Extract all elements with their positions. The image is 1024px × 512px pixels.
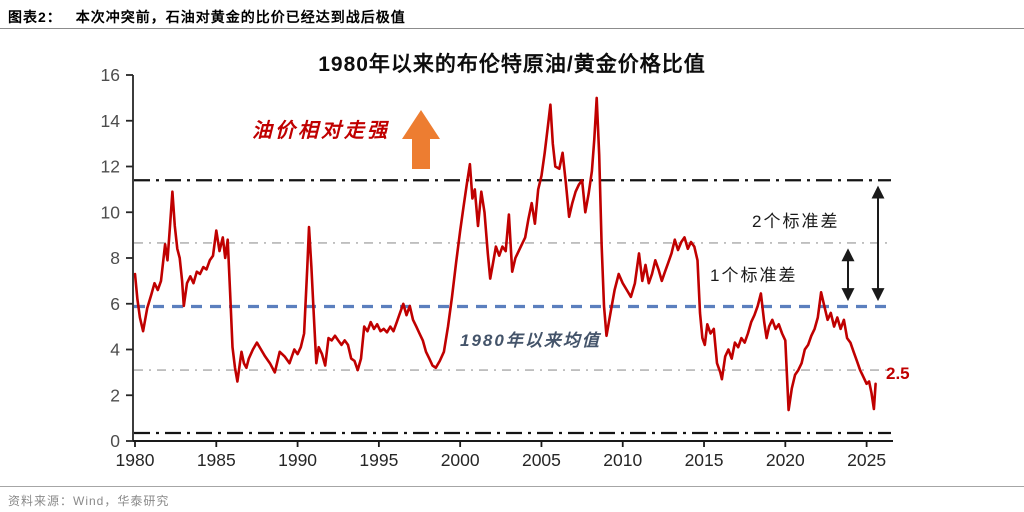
up-arrow-icon <box>402 110 440 169</box>
source-note: 资料来源：Wind，华泰研究 <box>0 486 1024 509</box>
y-tick-label: 16 <box>101 65 120 85</box>
annotation-oil-strength-label: 油价相对走强 <box>252 120 390 142</box>
y-tick-label: 12 <box>101 157 120 177</box>
y-tick-label: 14 <box>101 111 121 131</box>
annotation-mean-label: 1980年以来均值 <box>460 331 601 350</box>
x-tick-label: 2020 <box>766 450 805 470</box>
figure-number: 图表2： <box>8 9 62 25</box>
x-tick-label: 1995 <box>359 450 398 470</box>
x-tick-label: 1985 <box>197 450 236 470</box>
ratio-series-line <box>133 96 877 412</box>
y-tick-label: 8 <box>110 248 120 268</box>
x-tick-label: 2015 <box>685 450 724 470</box>
x-tick-label: 2025 <box>847 450 886 470</box>
y-tick-label: 4 <box>110 340 120 360</box>
y-tick-label: 0 <box>110 431 120 451</box>
x-tick-label: 2000 <box>441 450 480 470</box>
x-tick-label: 2005 <box>522 450 561 470</box>
figure-header: 图表2： 本次冲突前，石油对黄金的比价已经达到战后极值 <box>0 0 1024 29</box>
annotation-2sd-label: 2个标准差 <box>752 212 840 231</box>
x-tick-label: 2010 <box>603 450 642 470</box>
x-tick-label: 1990 <box>278 450 317 470</box>
x-tick-label: 1980 <box>116 450 155 470</box>
y-tick-label: 10 <box>101 202 121 222</box>
figure-caption: 本次冲突前，石油对黄金的比价已经达到战后极值 <box>75 9 406 25</box>
annotation-1sd-label: 1个标准差 <box>710 266 798 285</box>
chart-title: 1980年以来的布伦特原油/黄金价格比值 <box>318 53 706 76</box>
y-tick-label: 2 <box>110 385 120 405</box>
series-end-value-label: 2.5 <box>886 364 910 383</box>
y-tick-label: 6 <box>110 294 120 314</box>
